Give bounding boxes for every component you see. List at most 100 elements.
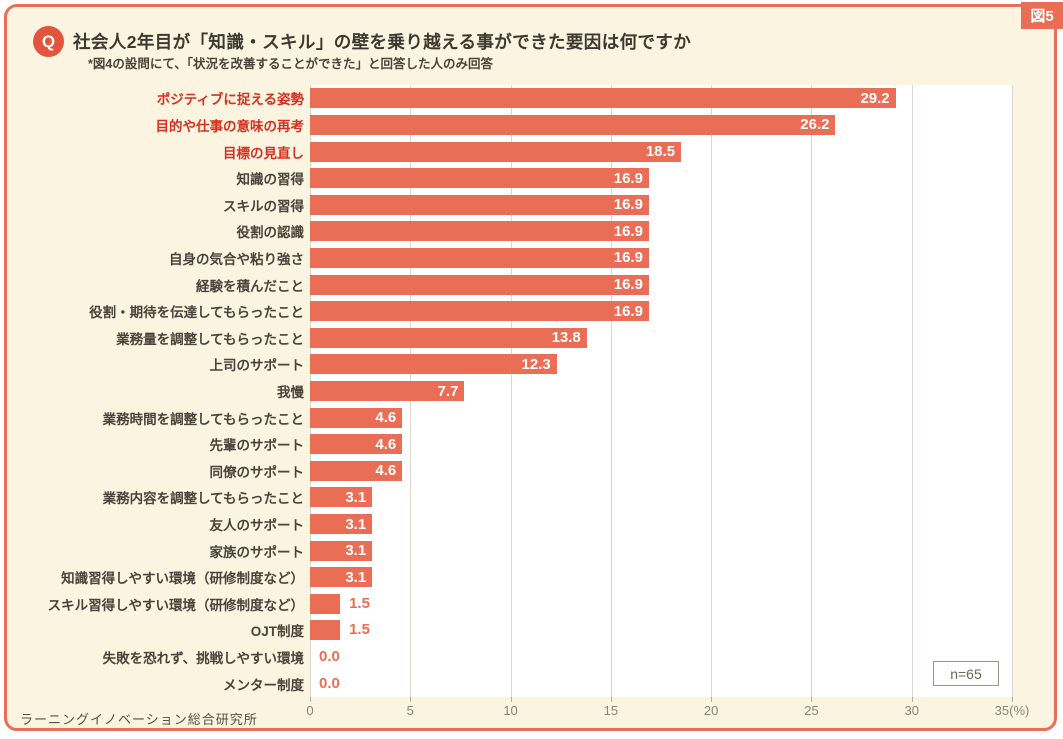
category-label: 同僚のサポート (209, 464, 305, 480)
question-icon: Q (33, 26, 64, 57)
bar: 3.1 (310, 567, 373, 588)
value-label: 4.6 (375, 435, 397, 453)
value-label: 16.9 (613, 222, 643, 240)
bar-row: 16.9 (310, 218, 1012, 245)
bar-row: 18.5 (310, 138, 1012, 165)
category-label: 業務量を調整してもらったこと (116, 331, 304, 347)
bar: 4.6 (310, 407, 403, 428)
category-label: メンター制度 (223, 677, 304, 693)
axis-tickmark (510, 697, 512, 703)
axis-tickmark (1012, 697, 1013, 703)
category-label: 役割・期待を伝達してもらったこと (89, 305, 304, 321)
category-label: 業務内容を調整してもらったこと (102, 491, 304, 507)
bar-row: 16.9 (310, 298, 1012, 325)
value-label: 12.3 (521, 355, 551, 373)
category-label: 業務時間を調整してもらったこと (102, 411, 304, 427)
bar (310, 593, 341, 614)
axis-tickmark (410, 697, 412, 703)
bar-row: 13.8 (310, 324, 1012, 351)
bar: 18.5 (310, 141, 682, 162)
bar-row: 3.1 (310, 511, 1012, 538)
bar-row: 16.9 (310, 271, 1012, 298)
bar-row: 4.6 (310, 458, 1012, 485)
category-label: 経験を積んだこと (196, 278, 304, 294)
category-label: 知識習得しやすい環境（研修制度など） (61, 571, 304, 587)
category-label: スキルの習得 (223, 198, 304, 214)
bar: 16.9 (310, 274, 649, 295)
chart-title: 社会人2年目が「知識・スキル」の壁を乗り越える事ができた要因は何ですか (73, 32, 692, 52)
category-label: OJT制度 (250, 624, 304, 640)
value-label: 3.1 (345, 568, 367, 586)
axis-tickmark (811, 697, 813, 703)
gridline (811, 85, 813, 698)
category-label: 先輩のサポート (209, 438, 305, 454)
bar: 4.6 (310, 460, 403, 481)
value-label: 7.7 (437, 382, 459, 400)
axis-tickmark (711, 697, 713, 703)
bar: 13.8 (310, 327, 587, 348)
bar: 12.3 (310, 354, 557, 375)
bar: 16.9 (310, 301, 649, 322)
category-label: スキル習得しやすい環境（研修制度など） (47, 597, 304, 613)
category-label: 知識の習得 (236, 172, 305, 188)
bar-row: 3.1 (310, 564, 1012, 591)
bar-row: 3.1 (310, 537, 1012, 564)
category-label: 目的や仕事の意味の再考 (155, 118, 305, 134)
axis-tick-label: 0 (306, 703, 314, 718)
category-labels: ポジティブに捉える姿勢 目的や仕事の意味の再考目標の見直し知識の習得スキルの習得役… (8, 85, 304, 697)
value-label: 4.6 (375, 462, 397, 480)
bar: 29.2 (310, 88, 896, 109)
value-label: 4.6 (375, 409, 397, 427)
bar-row: 16.9 (310, 245, 1012, 272)
axis-tickmark (911, 697, 913, 703)
value-label: 16.9 (613, 302, 643, 320)
category-label: 友人のサポート (209, 518, 305, 534)
bar: 3.1 (310, 540, 373, 561)
axis-tickmark (310, 697, 311, 703)
bar-row: 16.9 (310, 191, 1012, 218)
gridline (1012, 85, 1013, 698)
category-label: 役割の認識 (236, 225, 305, 241)
axis-tickmark (610, 697, 612, 703)
value-label: 1.5 (349, 621, 370, 639)
bar-row: 29.2 (310, 85, 1012, 112)
axis-tick-label: 25 (804, 703, 819, 718)
chart-subtitle: *図4の設問にて、「状況を改善することができた」と回答した人のみ回答 (88, 57, 493, 71)
bar: 7.7 (310, 381, 465, 401)
bar: 16.9 (310, 194, 649, 215)
category-label: ポジティブに捉える姿勢 (156, 92, 304, 108)
bar: 16.9 (310, 221, 649, 242)
category-label: 我慢 (277, 385, 304, 400)
bar-row: 16.9 (310, 165, 1012, 192)
bar: 16.9 (310, 168, 649, 189)
category-label: 目標の見直し (223, 145, 304, 161)
x-axis: 0 5 10 15 20 25 30 35(%) (306, 701, 1029, 719)
axis-tick-label: 20 (703, 703, 719, 718)
value-label: 1.5 (349, 594, 370, 612)
category-label: 失敗を恐れず、挑戦しやすい環境 (102, 651, 304, 667)
category-label: 上司のサポート (209, 358, 305, 374)
value-label: 18.5 (645, 143, 676, 161)
category-label: 自身の気合や粘り強さ (169, 251, 304, 267)
bar-row: 1.5 (310, 591, 1012, 618)
axis-tick-label: 30 (904, 703, 919, 718)
gridline (610, 85, 612, 698)
value-label: 16.9 (613, 169, 643, 187)
axis-tick-label: 5 (406, 703, 414, 718)
bar: 26.2 (310, 114, 836, 135)
bar-row: 0.0 (310, 644, 1012, 671)
plot-area: n=65 29.2 26.2 18.5 16.9 16.9 16.9 16.9 16.9 16.… (310, 85, 1013, 703)
source-credit: ラーニングイノベーション総合研究所 (20, 712, 258, 727)
value-label: 29.2 (860, 89, 890, 107)
bar: 3.1 (310, 487, 373, 508)
value-label: 16.9 (613, 196, 643, 214)
bar (310, 620, 341, 641)
bar-row: 0.0 (310, 670, 1012, 697)
value-label: 16.9 (613, 249, 643, 267)
value-label: 26.2 (800, 116, 830, 134)
bar-row: 3.1 (310, 484, 1012, 511)
bar-row: 12.3 (310, 351, 1012, 378)
bar: 3.1 (310, 514, 373, 535)
bar: 16.9 (310, 247, 649, 268)
bar: 4.6 (310, 434, 403, 455)
